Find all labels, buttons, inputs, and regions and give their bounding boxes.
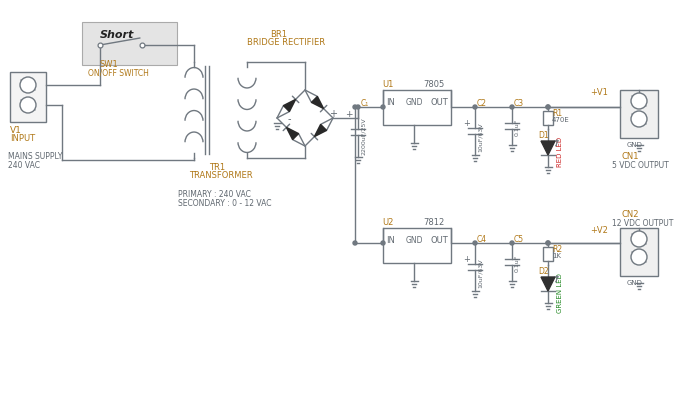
Bar [82,22,177,65]
Text: PRIMARY : 240 VAC: PRIMARY : 240 VAC [178,190,251,199]
Bar [543,247,553,261]
Circle shape [20,97,36,113]
Text: R2: R2 [552,245,562,254]
Circle shape [20,77,36,93]
Polygon shape [314,124,327,136]
Circle shape [546,241,550,245]
Text: GND: GND [405,236,423,245]
Polygon shape [286,127,299,140]
Polygon shape [284,99,295,111]
Text: CN1: CN1 [621,152,638,161]
Circle shape [356,105,360,109]
Circle shape [546,105,550,109]
Text: C5: C5 [514,235,524,244]
Circle shape [381,105,385,109]
Circle shape [631,249,647,265]
Circle shape [631,93,647,109]
Text: ON/OFF SWITCH: ON/OFF SWITCH [88,68,149,77]
Text: MAINS SUPPLY: MAINS SUPPLY [8,152,62,161]
Text: U1: U1 [382,80,393,89]
Circle shape [510,105,514,109]
Text: +: + [463,255,470,264]
Circle shape [631,231,647,247]
Text: +: + [463,119,470,128]
Text: +: + [345,110,353,119]
Circle shape [473,241,477,245]
Text: C2: C2 [477,99,487,108]
Text: TR1: TR1 [209,163,225,172]
Text: 10uF/63V: 10uF/63V [478,258,483,287]
Text: 7805: 7805 [423,80,445,89]
Circle shape [353,105,357,109]
Polygon shape [541,277,555,291]
Text: INPUT: INPUT [10,134,35,143]
Text: C3: C3 [514,99,524,108]
Text: BR1: BR1 [270,30,287,39]
Text: 5 VDC OUTPUT: 5 VDC OUTPUT [612,161,668,170]
Circle shape [510,241,514,245]
Text: Short: Short [100,30,134,40]
Text: OUT: OUT [430,98,448,107]
Text: C₁: C₁ [361,99,370,108]
Bar [383,228,451,263]
Text: +V2: +V2 [590,226,608,235]
Text: -: - [287,114,290,124]
Text: D1: D1 [538,131,549,140]
Bar [620,228,658,276]
Bar [543,111,553,125]
Text: SW1: SW1 [100,60,119,69]
Text: 470E: 470E [552,117,570,123]
Circle shape [381,241,385,245]
Circle shape [546,241,550,245]
Text: OUT: OUT [430,236,448,245]
Text: IN: IN [386,98,395,107]
Circle shape [473,105,477,109]
Text: +: + [329,109,337,119]
Polygon shape [541,141,555,155]
Text: CN2: CN2 [621,210,638,219]
Text: 0.1uF: 0.1uF [515,255,520,272]
Text: 7812: 7812 [423,218,445,227]
Text: 2200uF/25V: 2200uF/25V [361,117,366,155]
Text: +V1: +V1 [590,88,608,97]
Bar [620,90,658,138]
Text: IN: IN [386,236,395,245]
Text: 1K: 1K [552,253,561,259]
Text: 12 VDC OUTPUT: 12 VDC OUTPUT [612,219,673,228]
Text: R1: R1 [552,109,562,118]
Text: 240 VAC: 240 VAC [8,161,40,170]
Text: C4: C4 [477,235,487,244]
Text: RED LED: RED LED [557,137,563,167]
Text: 0.1uF: 0.1uF [515,119,520,136]
Text: D2: D2 [538,267,549,276]
Text: TRANSFORMER: TRANSFORMER [189,171,253,180]
Bar [10,72,46,122]
Text: U2: U2 [382,218,393,227]
Text: SECONDARY : 0 - 12 VAC: SECONDARY : 0 - 12 VAC [178,199,272,208]
Text: GND: GND [405,98,423,107]
Circle shape [353,241,357,245]
Polygon shape [312,97,323,109]
Text: GND: GND [627,142,643,148]
Text: V1: V1 [10,126,22,135]
Text: 10uF/63V: 10uF/63V [478,122,483,151]
Bar [383,90,451,125]
Text: GREEN LED: GREEN LED [557,273,563,313]
Circle shape [546,105,550,109]
Text: GND: GND [627,280,643,286]
Text: BRIDGE RECTIFIER: BRIDGE RECTIFIER [247,38,325,47]
Circle shape [631,111,647,127]
